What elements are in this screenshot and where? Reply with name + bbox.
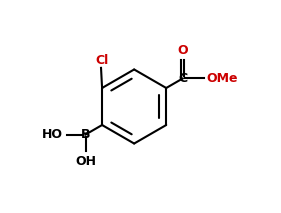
- Text: OH: OH: [75, 155, 96, 168]
- Text: Cl: Cl: [96, 54, 109, 67]
- Text: OMe: OMe: [206, 72, 237, 85]
- Text: O: O: [177, 44, 188, 57]
- Text: B: B: [81, 128, 90, 141]
- Text: HO: HO: [42, 128, 64, 141]
- Text: C: C: [178, 72, 187, 85]
